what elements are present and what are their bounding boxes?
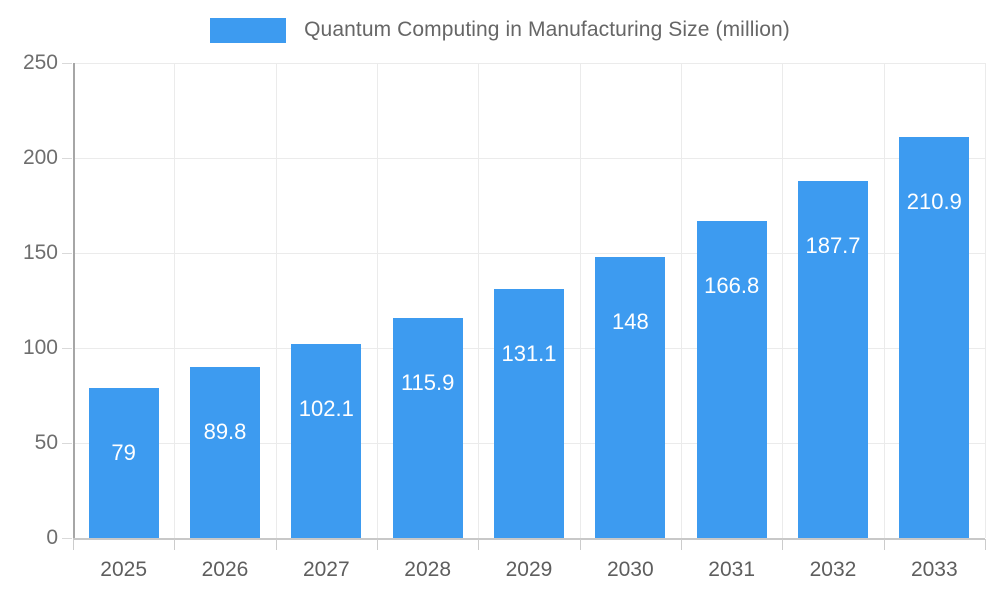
y-axis-tick-label: 250 <box>22 51 58 74</box>
bar-value-label: 115.9 <box>400 369 455 395</box>
gridline-horizontal <box>73 253 985 254</box>
y-axis-tick-mark <box>62 158 72 159</box>
bar[interactable]: 79 <box>88 387 159 538</box>
bar[interactable]: 148 <box>595 256 666 538</box>
legend-item[interactable]: Quantum Computing in Manufacturing Size … <box>210 17 790 43</box>
gridline-vertical <box>377 63 378 538</box>
bar[interactable]: 89.8 <box>190 367 260 538</box>
x-axis-tick-mark <box>884 539 885 550</box>
y-axis-tick-mark <box>62 348 72 349</box>
x-axis-tick-mark <box>782 539 783 550</box>
y-axis-tick-label: 0 <box>46 526 58 549</box>
gridline-vertical <box>478 63 479 538</box>
y-axis-tick-mark <box>62 538 72 539</box>
x-axis-tick-mark <box>73 539 74 550</box>
y-axis-tick-label: 150 <box>22 241 58 264</box>
bar[interactable]: 166.8 <box>696 221 767 538</box>
gridline-vertical <box>580 63 581 538</box>
x-axis-tick-label: 2032 <box>809 558 857 581</box>
x-axis-line <box>73 538 985 540</box>
gridline-horizontal <box>73 63 985 64</box>
gridline-vertical <box>174 63 175 538</box>
x-axis-tick-mark <box>580 539 581 550</box>
x-axis-tick-label: 2031 <box>708 558 756 581</box>
bar[interactable]: 102.1 <box>291 344 362 538</box>
x-axis-tick-mark <box>377 539 378 550</box>
gridline-vertical <box>985 63 986 538</box>
bar[interactable]: 187.7 <box>798 181 868 538</box>
bar-value-label: 166.8 <box>704 273 760 299</box>
bar-value-label: 131.1 <box>501 340 557 366</box>
x-axis-tick-label: 2030 <box>606 558 654 581</box>
bar-value-label: 89.8 <box>203 419 247 445</box>
plot-area: 79 89.8 102.1 115.9 131.1 148 166.8 187.7 210.9 <box>73 63 986 539</box>
y-axis-tick-mark <box>62 443 72 444</box>
y-axis-line <box>73 63 75 539</box>
gridline-vertical <box>782 63 783 538</box>
legend-label: Quantum Computing in Manufacturing Size … <box>304 18 790 41</box>
bar[interactable]: 131.1 <box>494 288 564 538</box>
x-axis-tick-mark <box>681 539 682 550</box>
y-axis-tick-label: 200 <box>22 146 58 169</box>
legend-color-swatch <box>210 17 287 43</box>
bar-value-label: 102.1 <box>298 396 354 422</box>
gridline-vertical <box>276 63 277 538</box>
x-axis-tick-mark <box>478 539 479 550</box>
bar-value-label: 187.7 <box>805 233 861 259</box>
y-axis-tick-mark <box>62 63 72 64</box>
chart-legend: Quantum Computing in Manufacturing Size … <box>0 12 1000 48</box>
x-axis-tick-label: 2025 <box>100 558 148 581</box>
bar-value-label: 148 <box>611 308 649 334</box>
x-axis-tick-label: 2028 <box>404 558 452 581</box>
y-axis-tick-label: 50 <box>34 431 58 454</box>
gridline-vertical <box>681 63 682 538</box>
bar-value-label: 210.9 <box>906 189 962 215</box>
gridline-vertical <box>884 63 885 538</box>
x-axis-tick-label: 2033 <box>910 558 958 581</box>
x-axis-tick-mark <box>276 539 277 550</box>
bar[interactable]: 115.9 <box>392 317 463 538</box>
x-axis-tick-mark <box>174 539 175 550</box>
bar-value-label: 79 <box>111 439 136 465</box>
x-axis-tick-label: 2027 <box>302 558 350 581</box>
x-axis-tick-label: 2029 <box>505 558 553 581</box>
x-axis-tick-label: 2026 <box>201 558 249 581</box>
y-axis-tick-label: 100 <box>22 336 58 359</box>
y-axis-tick-mark <box>62 253 72 254</box>
x-axis-tick-mark <box>985 539 986 550</box>
bar[interactable]: 210.9 <box>899 137 970 538</box>
gridline-horizontal <box>73 158 985 159</box>
